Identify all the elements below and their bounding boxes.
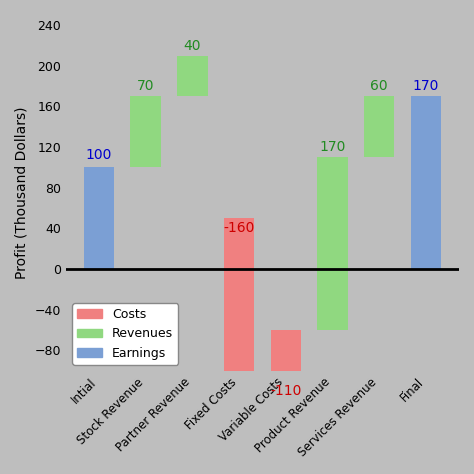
Y-axis label: Profit (Thousand Dollars): Profit (Thousand Dollars) — [15, 107, 29, 279]
Text: 40: 40 — [183, 38, 201, 53]
Text: -110: -110 — [270, 384, 301, 398]
Text: 60: 60 — [370, 79, 388, 93]
Bar — [271, 330, 301, 442]
Legend: Costs, Revenues, Earnings: Costs, Revenues, Earnings — [72, 303, 178, 365]
Text: -160: -160 — [223, 221, 255, 236]
Bar — [177, 55, 208, 96]
Bar — [411, 96, 441, 269]
Text: 100: 100 — [86, 148, 112, 163]
Bar — [130, 96, 161, 167]
Text: 170: 170 — [319, 140, 346, 154]
Text: 170: 170 — [413, 79, 439, 93]
Bar — [224, 219, 254, 381]
Bar — [84, 167, 114, 269]
Bar — [318, 157, 348, 330]
Bar — [364, 96, 394, 157]
Text: 70: 70 — [137, 79, 155, 93]
